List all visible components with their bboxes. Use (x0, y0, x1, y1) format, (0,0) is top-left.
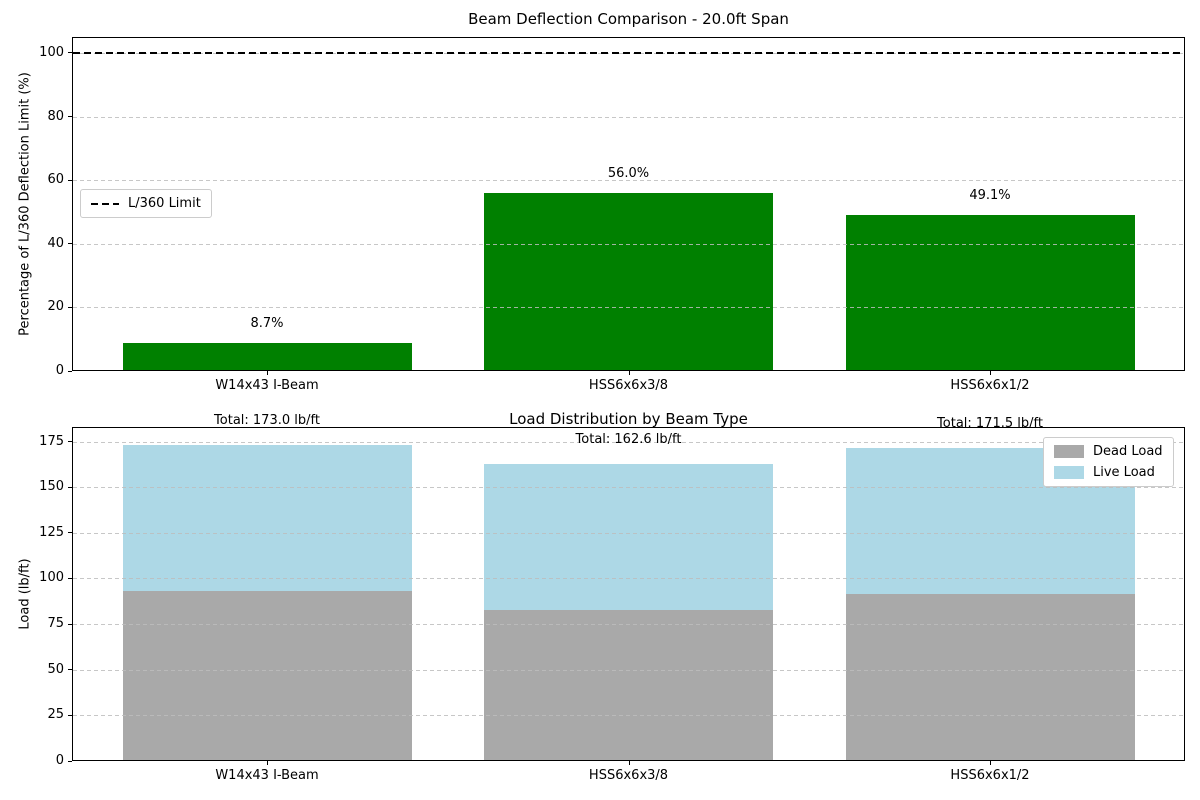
bar-value-label: 49.1% (969, 187, 1011, 203)
total-label: Total: 162.6 lb/ft (575, 432, 682, 448)
bar-segment-dead-load (845, 594, 1135, 761)
y-tick-mark (68, 669, 72, 671)
x-tick-label: W14x43 I-Beam (215, 378, 319, 393)
bar-HSS6x6x1/2 (845, 214, 1135, 371)
y-tick-mark (68, 486, 72, 488)
y-tick-mark (68, 623, 72, 625)
y-tick-label: 25 (47, 707, 64, 723)
y-tick-label: 0 (55, 363, 64, 378)
y-tick-label: 0 (55, 753, 64, 768)
legend-color-swatch (1054, 466, 1084, 479)
load-chart-title: Load Distribution by Beam Type (509, 410, 748, 428)
legend-item: L/360 Limit (91, 196, 201, 211)
x-tick-label: HSS6x6x1/2 (950, 378, 1030, 393)
y-tick-mark (68, 243, 72, 245)
x-tick-mark (628, 761, 630, 765)
legend-item-label: L/360 Limit (128, 196, 201, 211)
deflection-y-axis-label: Percentage of L/360 Deflection Limit (%) (17, 72, 33, 336)
x-tick-label: HSS6x6x3/8 (588, 768, 669, 783)
y-tick-mark (68, 714, 72, 716)
y-gridline (73, 578, 1184, 580)
y-tick-mark (68, 532, 72, 534)
legend-item: Live Load (1054, 465, 1163, 480)
bar-HSS6x6x3/8 (484, 192, 773, 371)
y-tick-label: 20 (47, 299, 64, 315)
y-tick-label: 100 (39, 570, 64, 586)
y-tick-label: 60 (47, 172, 64, 188)
legend-color-swatch (1054, 445, 1084, 458)
x-tick-mark (990, 761, 991, 765)
bar-segment-dead-load (122, 591, 412, 761)
legend: Dead Load Live Load (1043, 437, 1174, 487)
bar-W14x43 I-Beam (122, 343, 412, 371)
load-distribution-chart: Load Distribution by Beam Type Load (lb/… (0, 400, 1200, 800)
legend-item-label: Dead Load (1093, 444, 1163, 459)
y-gridline (73, 669, 1184, 671)
legend-item: Dead Load (1054, 444, 1163, 459)
y-tick-mark (68, 52, 72, 54)
y-tick-mark (68, 441, 72, 443)
deflection-chart-title: Beam Deflection Comparison - 20.0ft Span (468, 10, 789, 28)
y-gridline (73, 116, 1184, 118)
x-tick-mark (267, 761, 268, 765)
y-gridline (73, 180, 1184, 182)
y-tick-label: 50 (47, 661, 64, 677)
reference-line-l360-limit (73, 51, 1184, 54)
bar-value-label: 8.7% (250, 316, 284, 332)
x-tick-label: HSS6x6x3/8 (588, 378, 669, 393)
y-gridline (73, 307, 1184, 309)
y-tick-label: 125 (39, 524, 64, 540)
y-tick-mark (68, 179, 72, 181)
x-tick-label: HSS6x6x1/2 (950, 768, 1030, 783)
x-tick-mark (990, 371, 991, 375)
y-tick-label: 175 (39, 433, 64, 449)
x-tick-label: W14x43 I-Beam (215, 768, 319, 783)
y-tick-label: 80 (47, 108, 64, 124)
bar-segment-live-load (484, 464, 773, 611)
x-tick-mark (267, 371, 268, 375)
y-tick-mark (68, 577, 72, 579)
y-gridline (73, 441, 1184, 443)
y-gridline (73, 532, 1184, 534)
y-gridline (73, 624, 1184, 626)
bar-segment-dead-load (484, 610, 773, 761)
y-tick-mark (68, 370, 72, 372)
legend-item-label: Live Load (1093, 465, 1155, 480)
y-tick-label: 150 (39, 479, 64, 495)
total-label: Total: 173.0 lb/ft (214, 413, 320, 429)
y-gridline (73, 487, 1184, 489)
y-gridline (73, 243, 1184, 245)
y-tick-label: 40 (47, 235, 64, 251)
bar-value-label: 56.0% (607, 165, 650, 181)
y-tick-mark (68, 116, 72, 118)
deflection-chart: Beam Deflection Comparison - 20.0ft Span… (17, 10, 1185, 393)
y-tick-mark (68, 306, 72, 308)
load-y-axis-label: Load (lb/ft) (17, 558, 33, 630)
y-tick-mark (68, 760, 72, 762)
y-gridline (73, 715, 1184, 717)
legend-dashed-line-swatch (91, 202, 119, 205)
bar-segment-live-load (122, 445, 412, 592)
x-tick-mark (628, 371, 630, 375)
legend: L/360 Limit (80, 189, 212, 218)
y-tick-label: 75 (47, 616, 64, 632)
y-tick-label: 100 (39, 44, 64, 60)
